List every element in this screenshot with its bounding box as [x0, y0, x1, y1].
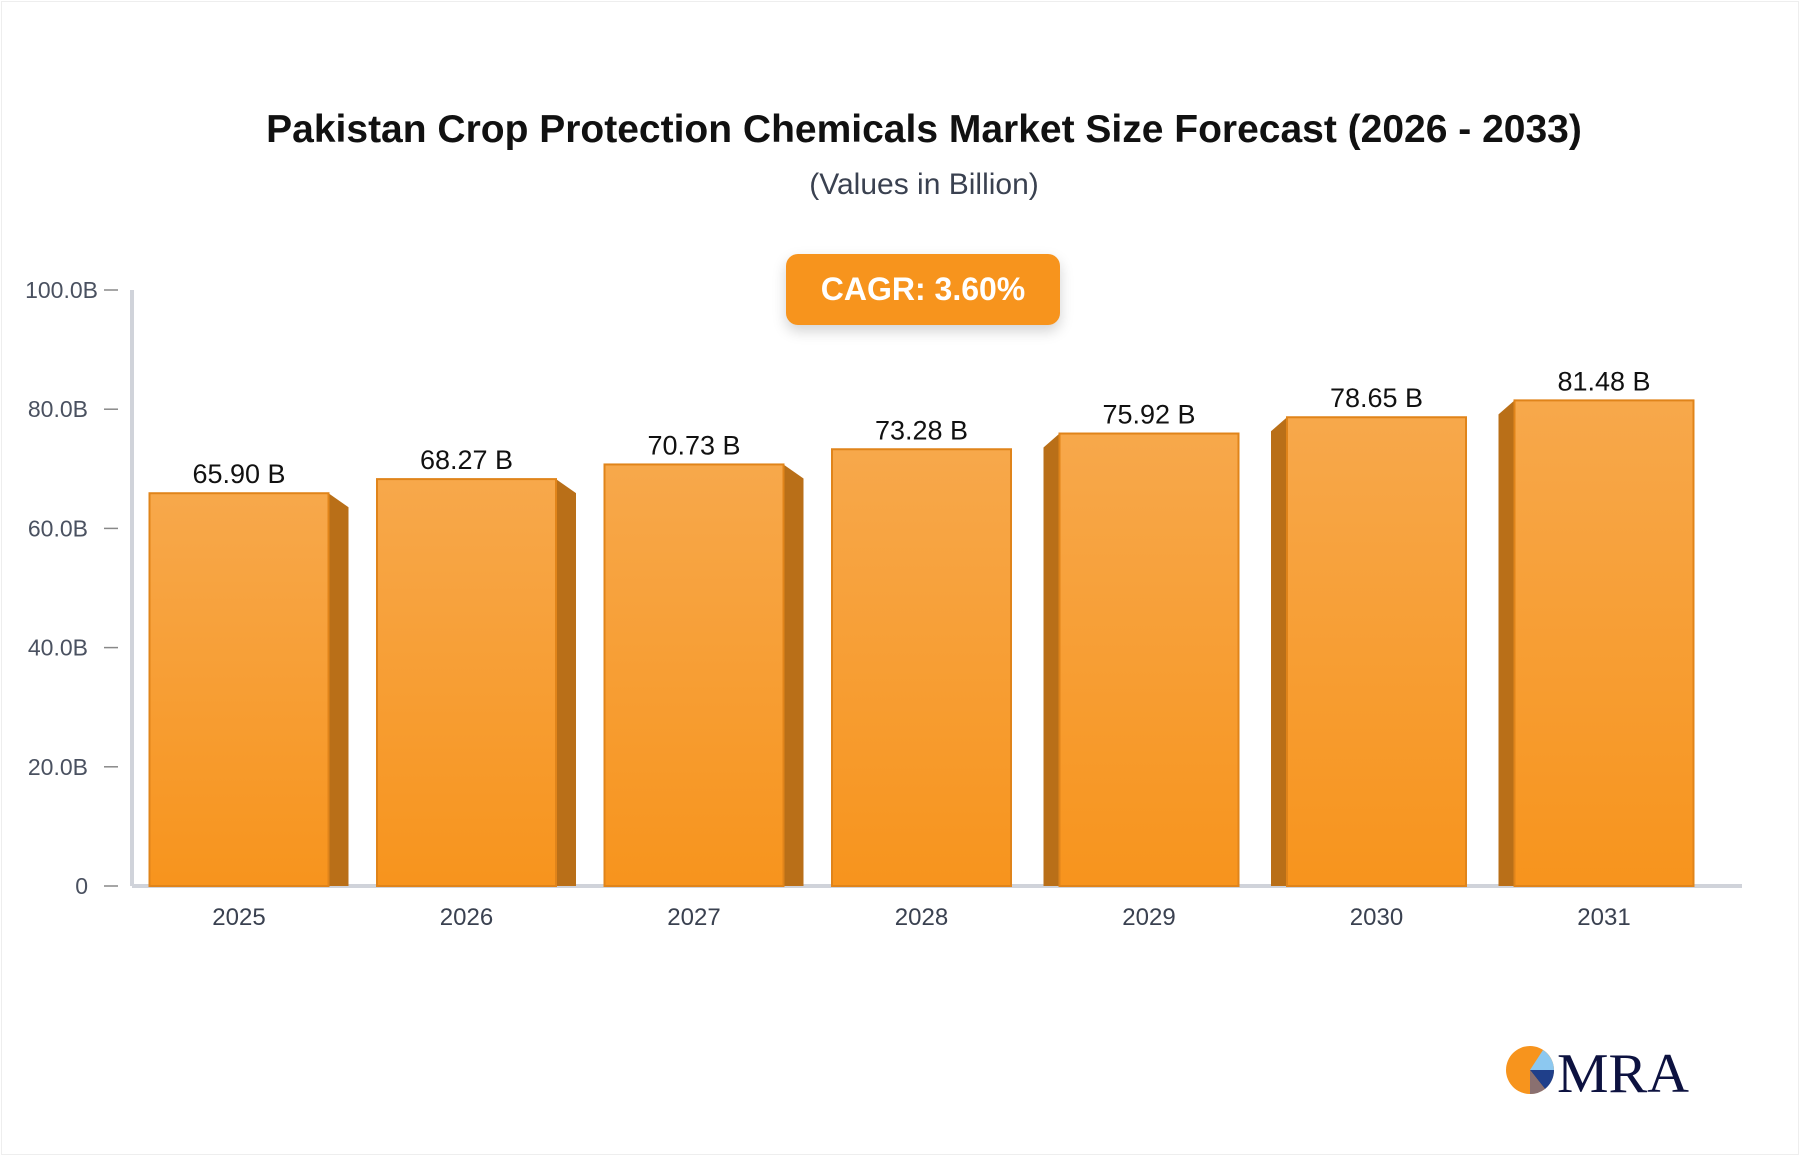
bar — [603, 463, 785, 887]
data-label: 81.48 B — [1557, 366, 1650, 396]
x-tick-label: 2031 — [1577, 904, 1630, 931]
bar-side — [1043, 433, 1060, 886]
bar-side — [1271, 417, 1287, 886]
y-tick-label: 80.0B — [28, 396, 88, 422]
bar-group: 81.48 B 2031 — [1498, 366, 1695, 931]
bar-group: 78.65 B 2030 — [1271, 383, 1467, 931]
data-label: 73.28 B — [875, 415, 968, 445]
bar-side — [556, 479, 576, 886]
chart-title: Pakistan Crop Protection Chemicals Marke… — [266, 108, 1582, 151]
x-tick-label: 2029 — [1122, 904, 1175, 931]
x-tick-label: 2027 — [667, 904, 720, 931]
y-tick-label: 0 — [75, 873, 88, 899]
y-tick-label: 20.0B — [28, 754, 88, 780]
bar — [1058, 432, 1240, 887]
bar-group: 73.28 B 2028 — [831, 415, 1012, 931]
y-tick-label: 100.0B — [25, 277, 98, 303]
bar-side — [328, 493, 349, 886]
y-tick-label: 60.0B — [28, 515, 88, 541]
data-label: 75.92 B — [1102, 400, 1195, 430]
bar — [376, 478, 557, 887]
bar — [148, 492, 330, 887]
x-tick-label: 2030 — [1350, 904, 1403, 931]
data-label: 68.27 B — [420, 445, 513, 475]
bar — [1286, 416, 1467, 887]
bar-group: 68.27 B 2026 — [376, 445, 576, 931]
bar-group: 75.92 B 2029 — [1043, 400, 1240, 931]
cagr-badge: CAGR: 3.60% — [786, 254, 1060, 325]
chart-subtitle: (Values in Billion) — [809, 168, 1039, 201]
bar-side — [783, 464, 804, 886]
svg-text:MRA: MRA — [1557, 1043, 1690, 1100]
x-tick-label: 2028 — [895, 904, 948, 931]
mra-logo: MRA — [1506, 1043, 1690, 1100]
data-label: 65.90 B — [192, 459, 285, 489]
y-tick-label: 40.0B — [28, 635, 88, 661]
bar-group: 65.90 B 2025 — [148, 459, 349, 931]
x-tick-label: 2025 — [212, 904, 265, 931]
x-tick-label: 2026 — [440, 904, 493, 931]
bar — [831, 448, 1012, 887]
bar — [1513, 399, 1695, 887]
data-label: 70.73 B — [647, 430, 740, 460]
data-label: 78.65 B — [1330, 383, 1423, 413]
bar-group: 70.73 B 2027 — [603, 430, 804, 931]
bar-side — [1498, 400, 1515, 886]
